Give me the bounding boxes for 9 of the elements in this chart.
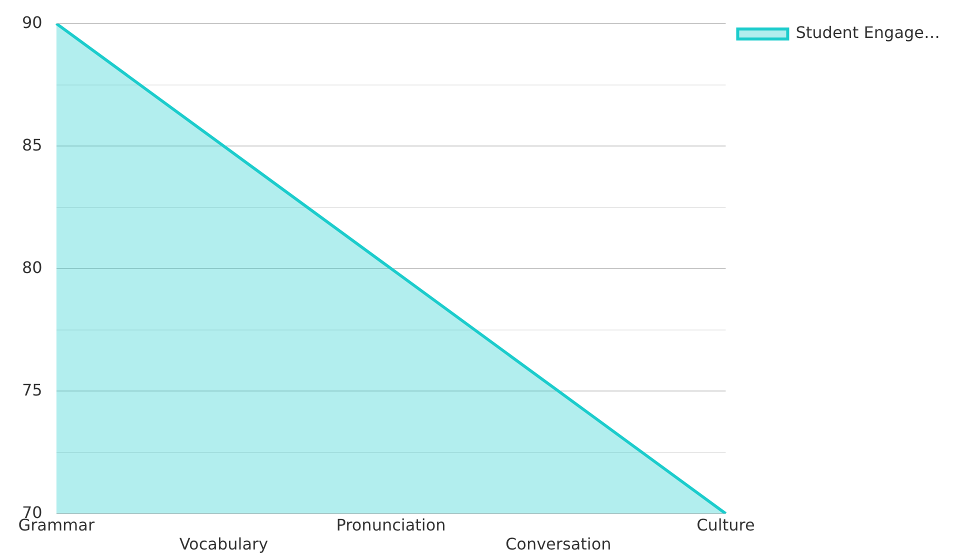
legend-label: Student Engage… xyxy=(796,23,940,42)
x-tick-label: Pronunciation xyxy=(336,515,446,534)
x-tick-label: Conversation xyxy=(505,534,612,554)
y-tick-label: 75 xyxy=(22,380,42,400)
y-tick-label: 85 xyxy=(22,135,42,154)
y-tick-label: 80 xyxy=(22,258,42,277)
x-tick-label: Culture xyxy=(696,515,755,534)
x-tick-label: Vocabulary xyxy=(179,534,268,554)
y-tick-label: 90 xyxy=(22,12,42,32)
